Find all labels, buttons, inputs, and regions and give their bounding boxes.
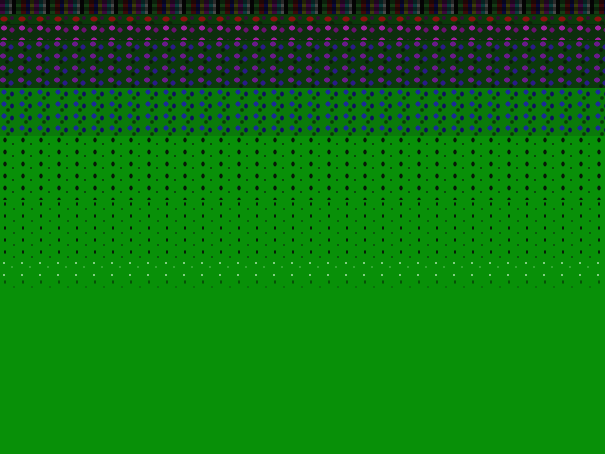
band-seam: [0, 24, 605, 25]
band-random-block-noise: [0, 0, 605, 14]
band-residual-marks: [0, 278, 605, 292]
band-white-speckle-row: [0, 260, 605, 278]
band-sparser-marks-fading: [0, 200, 605, 260]
band-sparse-dark-marks: [0, 136, 605, 200]
band-blue-macroblocks: [0, 88, 605, 136]
band-violet-macroblocks: [0, 40, 605, 88]
band-seam: [0, 40, 605, 41]
band-magenta-macroblocks: [0, 24, 605, 40]
band-seam: [0, 14, 605, 15]
band-dark-red-macroblocks: [0, 14, 605, 24]
